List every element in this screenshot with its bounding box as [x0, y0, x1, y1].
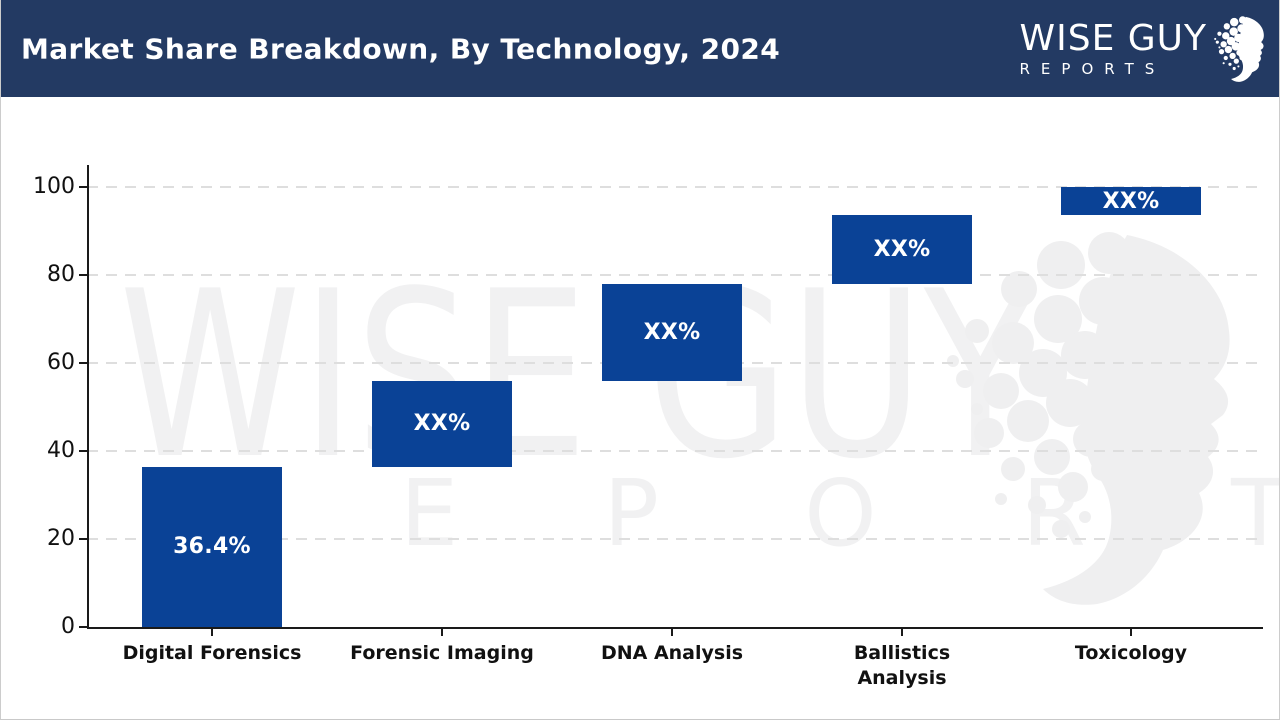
- x-tick-mark: [1130, 629, 1132, 636]
- y-tick-mark: [79, 538, 87, 540]
- x-tick-mark: [671, 629, 673, 636]
- y-tick-label: 20: [47, 526, 75, 551]
- watermark-text-line1: WISE GUY: [119, 243, 1037, 510]
- bar-segment: XX%: [832, 215, 972, 284]
- x-category-label: DNA Analysis: [600, 642, 744, 664]
- y-gridline: [87, 538, 1263, 540]
- chart-title: Market Share Breakdown, By Technology, 2…: [21, 32, 781, 65]
- y-tick-label: 40: [47, 438, 75, 463]
- y-tick-label: 100: [33, 174, 75, 199]
- y-gridline: [87, 450, 1263, 452]
- y-axis-line: [87, 165, 89, 629]
- y-tick-label: 0: [61, 614, 75, 639]
- y-tick-mark: [79, 450, 87, 452]
- y-tick-mark: [79, 362, 87, 364]
- watermark-text-line2: R E P O R T S: [191, 460, 1279, 567]
- y-tick-mark: [79, 186, 87, 188]
- x-axis-line: [87, 627, 1263, 629]
- y-tick-label: 60: [47, 350, 75, 375]
- x-category-label: Forensic Imaging: [350, 642, 534, 664]
- y-gridline: [87, 186, 1263, 188]
- y-tick-label: 80: [47, 262, 75, 287]
- brand-subtitle: REPORTS: [1019, 59, 1166, 78]
- x-category-label: Ballistics Analysis: [853, 642, 951, 689]
- x-tick-mark: [211, 629, 213, 636]
- x-category-label: Toxicology: [1074, 642, 1188, 664]
- x-category-label: Digital Forensics: [122, 642, 302, 664]
- header-bar: Market Share Breakdown, By Technology, 2…: [1, 0, 1279, 97]
- y-tick-mark: [79, 274, 87, 276]
- wise-guy-head-icon: [1214, 16, 1264, 82]
- brand-name: WISE GUY: [1019, 17, 1207, 59]
- bar-segment: 36.4%: [142, 466, 282, 627]
- y-gridline: [87, 274, 1263, 276]
- x-tick-mark: [441, 629, 443, 636]
- bar-segment: XX%: [372, 380, 512, 467]
- y-tick-mark: [79, 626, 87, 628]
- x-tick-mark: [901, 629, 903, 636]
- bar-segment: XX%: [602, 283, 742, 381]
- bar-segment: XX%: [1061, 187, 1201, 216]
- brand-logo-text: WISE GUY REPORTS: [1019, 17, 1208, 78]
- brand-logo: WISE GUY REPORTS: [1020, 6, 1270, 92]
